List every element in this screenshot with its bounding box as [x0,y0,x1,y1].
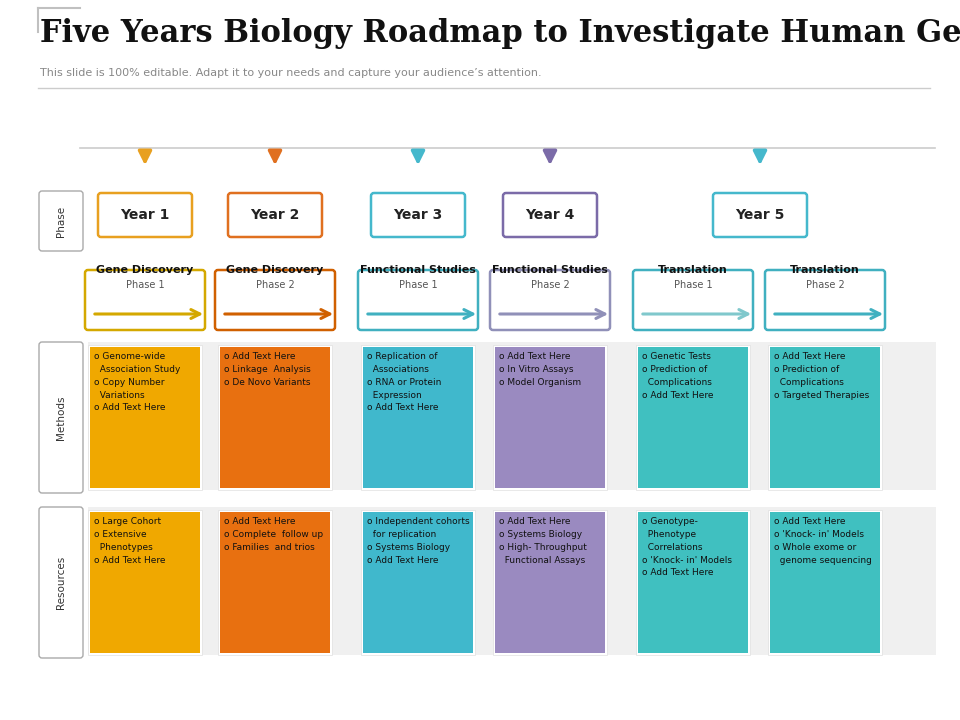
Text: o Genotype-
  Phenotype
  Correlations
o 'Knock- in' Models
o Add Text Here: o Genotype- Phenotype Correlations o 'Kn… [642,517,732,577]
Text: Year 4: Year 4 [525,208,575,222]
Bar [220,512,330,653]
Text: Functional Studies: Functional Studies [492,265,608,275]
Bar [88,507,936,655]
FancyBboxPatch shape [358,270,478,330]
Bar [363,512,473,653]
Text: Phase 2: Phase 2 [805,280,845,290]
Text: Translation: Translation [659,265,728,275]
Text: o Genetic Tests
o Prediction of
  Complications
o Add Text Here: o Genetic Tests o Prediction of Complica… [642,352,713,400]
Bar [770,512,880,653]
FancyBboxPatch shape [371,193,465,237]
Text: o Add Text Here
o Complete  follow up
o Families  and trios: o Add Text Here o Complete follow up o F… [224,517,324,552]
Text: Year 2: Year 2 [251,208,300,222]
Text: o Add Text Here
o Linkage  Analysis
o De Novo Variants: o Add Text Here o Linkage Analysis o De … [224,352,311,387]
Text: o Add Text Here
o Prediction of
  Complications
o Targeted Therapies: o Add Text Here o Prediction of Complica… [774,352,869,400]
Bar [361,510,475,655]
Text: o Replication of
  Associations
o RNA or Protein
  Expression
o Add Text Here: o Replication of Associations o RNA or P… [367,352,442,413]
FancyBboxPatch shape [503,193,597,237]
FancyBboxPatch shape [98,193,192,237]
FancyBboxPatch shape [39,342,83,493]
Bar [218,345,332,490]
Text: Phase: Phase [56,205,66,237]
Bar [88,342,936,490]
Text: Methods: Methods [56,395,66,440]
Bar [220,347,330,488]
Text: o Add Text Here
o 'Knock- in' Models
o Whole exome or
  genome sequencing: o Add Text Here o 'Knock- in' Models o W… [774,517,872,564]
Text: o Independent cohorts
  for replication
o Systems Biology
o Add Text Here: o Independent cohorts for replication o … [367,517,469,564]
Bar [768,345,882,490]
Bar [88,510,202,655]
Bar [636,345,750,490]
Text: Phase 1: Phase 1 [674,280,712,290]
Text: Functional Studies: Functional Studies [360,265,476,275]
Bar [493,510,607,655]
Bar [495,347,605,488]
Bar [638,347,748,488]
Bar [361,345,475,490]
Text: Gene Discovery: Gene Discovery [96,265,194,275]
Text: Year 5: Year 5 [735,208,784,222]
Bar [770,347,880,488]
FancyBboxPatch shape [713,193,807,237]
FancyBboxPatch shape [85,270,205,330]
Bar [88,345,202,490]
Bar [768,510,882,655]
Text: o Add Text Here
o Systems Biology
o High- Throughput
  Functional Assays: o Add Text Here o Systems Biology o High… [499,517,587,564]
Bar [218,510,332,655]
Text: o Large Cohort
o Extensive
  Phenotypes
o Add Text Here: o Large Cohort o Extensive Phenotypes o … [94,517,165,564]
Text: Year 1: Year 1 [120,208,170,222]
Text: Resources: Resources [56,556,66,609]
Text: o Genome-wide
  Association Study
o Copy Number
  Variations
o Add Text Here: o Genome-wide Association Study o Copy N… [94,352,180,413]
FancyBboxPatch shape [39,507,83,658]
Bar [495,512,605,653]
Bar [363,347,473,488]
FancyBboxPatch shape [765,270,885,330]
Bar [638,512,748,653]
Text: Gene Discovery: Gene Discovery [227,265,324,275]
FancyBboxPatch shape [228,193,322,237]
FancyBboxPatch shape [490,270,610,330]
Text: This slide is 100% editable. Adapt it to your needs and capture your audience’s : This slide is 100% editable. Adapt it to… [40,68,541,78]
Bar [636,510,750,655]
Text: Translation: Translation [790,265,860,275]
Text: Phase 2: Phase 2 [255,280,295,290]
Text: Year 3: Year 3 [394,208,443,222]
FancyBboxPatch shape [633,270,753,330]
Bar [493,345,607,490]
FancyBboxPatch shape [39,191,83,251]
Text: Five Years Biology Roadmap to Investigate Human Genetics: Five Years Biology Roadmap to Investigat… [40,18,960,49]
Bar [90,512,200,653]
Text: o Add Text Here
o In Vitro Assays
o Model Organism: o Add Text Here o In Vitro Assays o Mode… [499,352,581,387]
Text: Phase 1: Phase 1 [398,280,438,290]
Text: Phase 2: Phase 2 [531,280,569,290]
Bar [90,347,200,488]
Text: Phase 1: Phase 1 [126,280,164,290]
FancyBboxPatch shape [215,270,335,330]
